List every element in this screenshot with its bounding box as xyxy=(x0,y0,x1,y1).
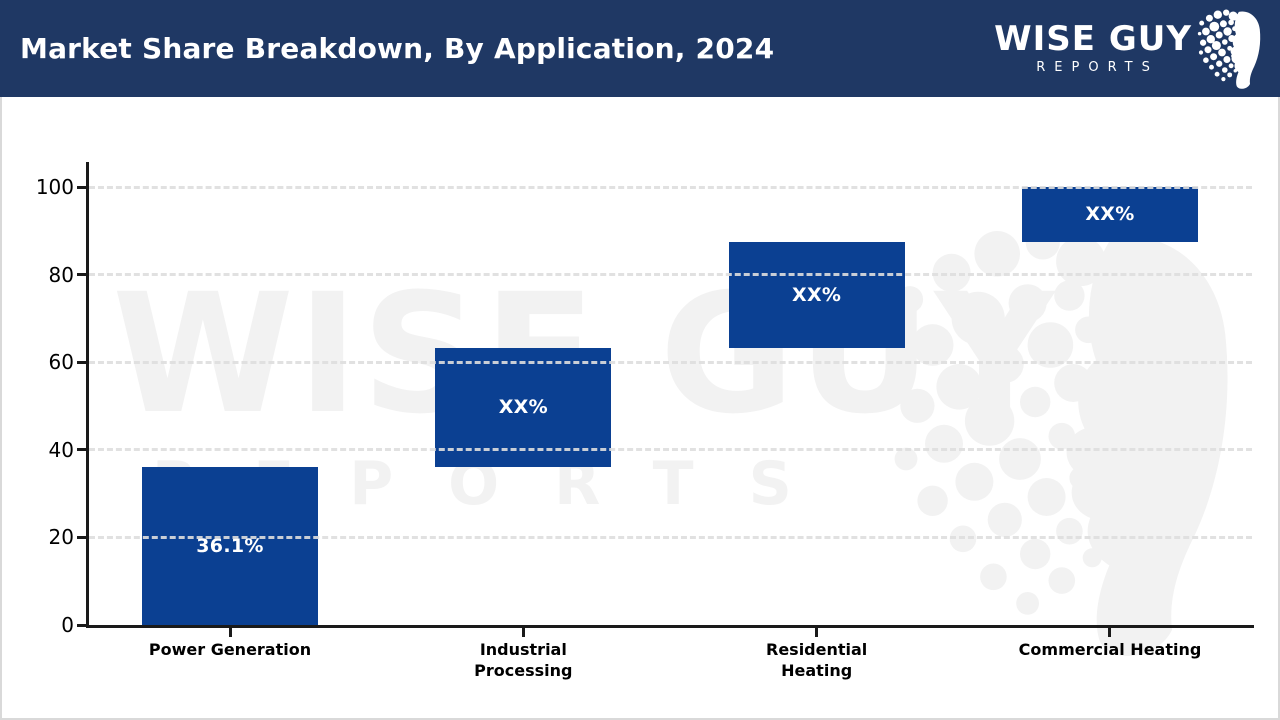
y-tick-label-60: 60 xyxy=(48,350,74,375)
x-category-label-commercial-heating: Commercial Heating xyxy=(1018,640,1202,659)
y-tick-label-20: 20 xyxy=(48,525,74,550)
y-tick-label-100: 100 xyxy=(35,175,74,199)
report-header: Market Share Breakdown, By Application, … xyxy=(0,0,1280,97)
bar-residential-heating: XX% xyxy=(728,241,905,348)
y-tick-40 xyxy=(77,448,87,452)
gridline-40 xyxy=(89,448,1252,452)
x-tick-residential-heating xyxy=(815,628,819,637)
bar-value-label-industrial-processing: XX% xyxy=(498,396,548,419)
y-tick-label-0: 0 xyxy=(61,613,74,637)
y-tick-label-40: 40 xyxy=(48,437,74,462)
bar-value-label-residential-heating: XX% xyxy=(792,283,842,306)
bar-value-label-commercial-heating: XX% xyxy=(1085,203,1135,226)
logo-brand-name: WISE GUY xyxy=(994,19,1192,60)
wiseguy-logo: WISE GUY REPORTS xyxy=(994,7,1280,91)
x-axis-line xyxy=(86,625,1254,628)
x-tick-commercial-heating xyxy=(1108,628,1112,637)
gridline-20 xyxy=(89,535,1252,539)
page-title: Market Share Breakdown, By Application, … xyxy=(20,32,775,65)
x-tick-industrial-processing xyxy=(521,628,525,637)
y-tick-20 xyxy=(77,535,87,539)
wiseguy-logo-text: WISE GUY REPORTS xyxy=(994,19,1192,75)
y-axis-line xyxy=(86,162,89,628)
y-tick-60 xyxy=(77,360,87,364)
bar-value-label-power-generation: 36.1% xyxy=(196,534,264,557)
gridline-60 xyxy=(89,360,1252,364)
bar-commercial-heating: XX% xyxy=(1021,187,1198,242)
x-category-label-industrial-processing: Industrial Processing xyxy=(474,640,573,680)
logo-brand-subtitle: REPORTS xyxy=(1036,59,1159,75)
x-tick-power-generation xyxy=(228,628,232,637)
x-category-label-residential-heating: Residential Heating xyxy=(766,640,868,680)
y-tick-80 xyxy=(77,273,87,277)
bar-power-generation: 36.1% xyxy=(142,466,318,625)
gridline-80 xyxy=(89,273,1252,277)
y-tick-label-80: 80 xyxy=(48,262,74,287)
bar-industrial-processing: XX% xyxy=(435,347,612,467)
y-tick-100 xyxy=(77,185,87,189)
y-tick-0 xyxy=(77,623,87,627)
gridline-100 xyxy=(89,185,1252,189)
x-category-label-power-generation: Power Generation xyxy=(148,640,312,659)
dot-face-icon xyxy=(1194,7,1264,91)
